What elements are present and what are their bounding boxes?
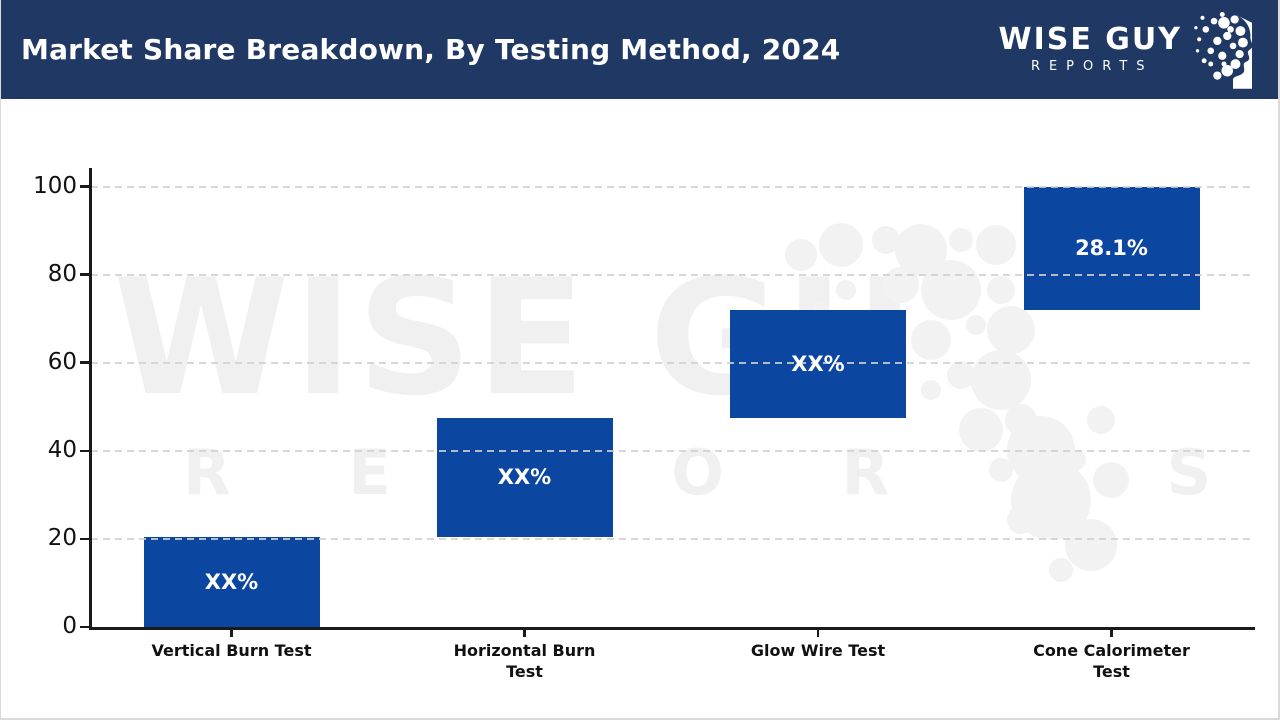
gridline-60 — [91, 361, 1253, 364]
header-bar: Market Share Breakdown, By Testing Metho… — [1, 0, 1278, 99]
waterfall-bar-cone-calorimeter-test — [1023, 186, 1200, 311]
gridline-80 — [91, 273, 1253, 276]
y-tick-mark — [80, 625, 89, 629]
wise-guy-reports-logo: WISE GUY REPORTS — [998, 11, 1252, 89]
x-category-line: Test — [506, 662, 543, 681]
x-category-label-horizontal-burn-test: Horizontal Burn Test — [454, 640, 596, 682]
y-tick-label: 80 — [47, 260, 77, 287]
y-tick-label: 0 — [62, 612, 77, 639]
x-tick-mark — [1110, 628, 1113, 637]
y-tick-mark — [80, 185, 89, 188]
y-tick-mark — [80, 273, 89, 276]
bar-value-label-horizontal-burn-test: XX% — [497, 465, 552, 490]
logo-wise-guy-text: WISE GUY — [998, 22, 1182, 57]
logo-reports-text: REPORTS — [1030, 59, 1154, 74]
x-axis-line — [89, 627, 1255, 630]
x-category-line: Vertical Burn Test — [151, 641, 312, 660]
y-tick-mark — [80, 361, 89, 364]
waterfall-bar-glow-wire-test — [730, 310, 906, 418]
y-axis-line — [89, 168, 92, 629]
y-tick-mark — [80, 537, 89, 541]
x-tick-mark — [230, 628, 233, 637]
x-category-label-cone-calorimeter-test: Cone Calorimeter Test — [1033, 640, 1190, 682]
x-category-label-glow-wire-test: Glow Wire Test — [751, 640, 885, 661]
y-tick-label: 100 — [33, 172, 77, 199]
chart-title: Market Share Breakdown, By Testing Metho… — [21, 33, 841, 66]
x-tick-mark — [523, 628, 526, 637]
bar-value-label-vertical-burn-test: XX% — [204, 569, 259, 594]
gridline-100 — [91, 185, 1253, 188]
x-category-line: Test — [1093, 662, 1130, 681]
dotted-face-profile-icon — [1194, 11, 1252, 89]
x-category-line: Cone Calorimeter — [1033, 641, 1190, 660]
y-tick-label: 20 — [47, 524, 77, 551]
x-category-line: Horizontal Burn — [453, 641, 596, 660]
x-category-line: Glow Wire Test — [750, 641, 886, 660]
gridline-40 — [91, 449, 1253, 452]
y-tick-mark — [80, 449, 89, 453]
bar-value-label-cone-calorimeter-test: 28.1% — [1075, 236, 1148, 261]
y-tick-label: 40 — [47, 436, 77, 463]
gridline-20 — [91, 537, 1253, 540]
bar-value-label-glow-wire-test: XX% — [791, 352, 845, 377]
x-category-label-vertical-burn-test: Vertical Burn Test — [152, 640, 312, 661]
y-tick-label: 60 — [47, 348, 77, 375]
x-tick-mark — [816, 628, 820, 637]
waterfall-bar-vertical-burn-test — [143, 536, 320, 627]
logo-text: WISE GUY REPORTS — [998, 22, 1182, 75]
waterfall-bar-horizontal-burn-test — [436, 417, 613, 537]
